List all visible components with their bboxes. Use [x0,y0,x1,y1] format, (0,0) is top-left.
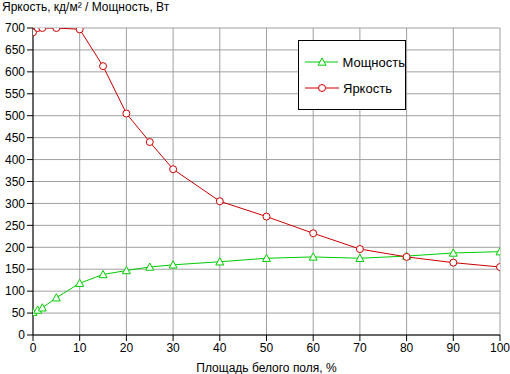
svg-text:50: 50 [12,306,26,320]
svg-text:50: 50 [260,341,274,355]
svg-text:200: 200 [8,241,25,255]
svg-text:10: 10 [73,341,87,355]
svg-text:70: 70 [353,341,367,355]
svg-text:250: 250 [8,219,25,233]
svg-text:650: 650 [8,43,25,57]
svg-text:600: 600 [8,65,25,79]
svg-text:700: 700 [8,21,25,35]
svg-text:90: 90 [447,341,461,355]
svg-text:300: 300 [8,197,25,211]
svg-text:80: 80 [400,341,414,355]
html-text:Мощность: Мощность [342,54,405,70]
svg-text:40: 40 [213,341,227,355]
html-text:Яркость, кд/м² / Мощность, Вт: Яркость, кд/м² / Мощность, Вт [2,0,170,14]
svg-text:350: 350 [8,175,25,189]
svg-text:450: 450 [8,131,25,145]
html-text:Яркость: Яркость [343,80,392,96]
svg-text:150: 150 [8,262,25,276]
svg-text:100: 100 [490,341,502,355]
svg-text:400: 400 [8,153,25,167]
svg-text:20: 20 [120,341,134,355]
svg-text:0: 0 [30,341,37,355]
svg-text:Площадь белого поля, %: Площадь белого поля, % [196,361,337,374]
svg-text:0: 0 [18,328,25,342]
svg-text:500: 500 [8,109,25,123]
svg-text:550: 550 [8,87,25,101]
svg-text:30: 30 [166,341,180,355]
svg-text:100: 100 [8,284,25,298]
svg-text:60: 60 [307,341,321,355]
